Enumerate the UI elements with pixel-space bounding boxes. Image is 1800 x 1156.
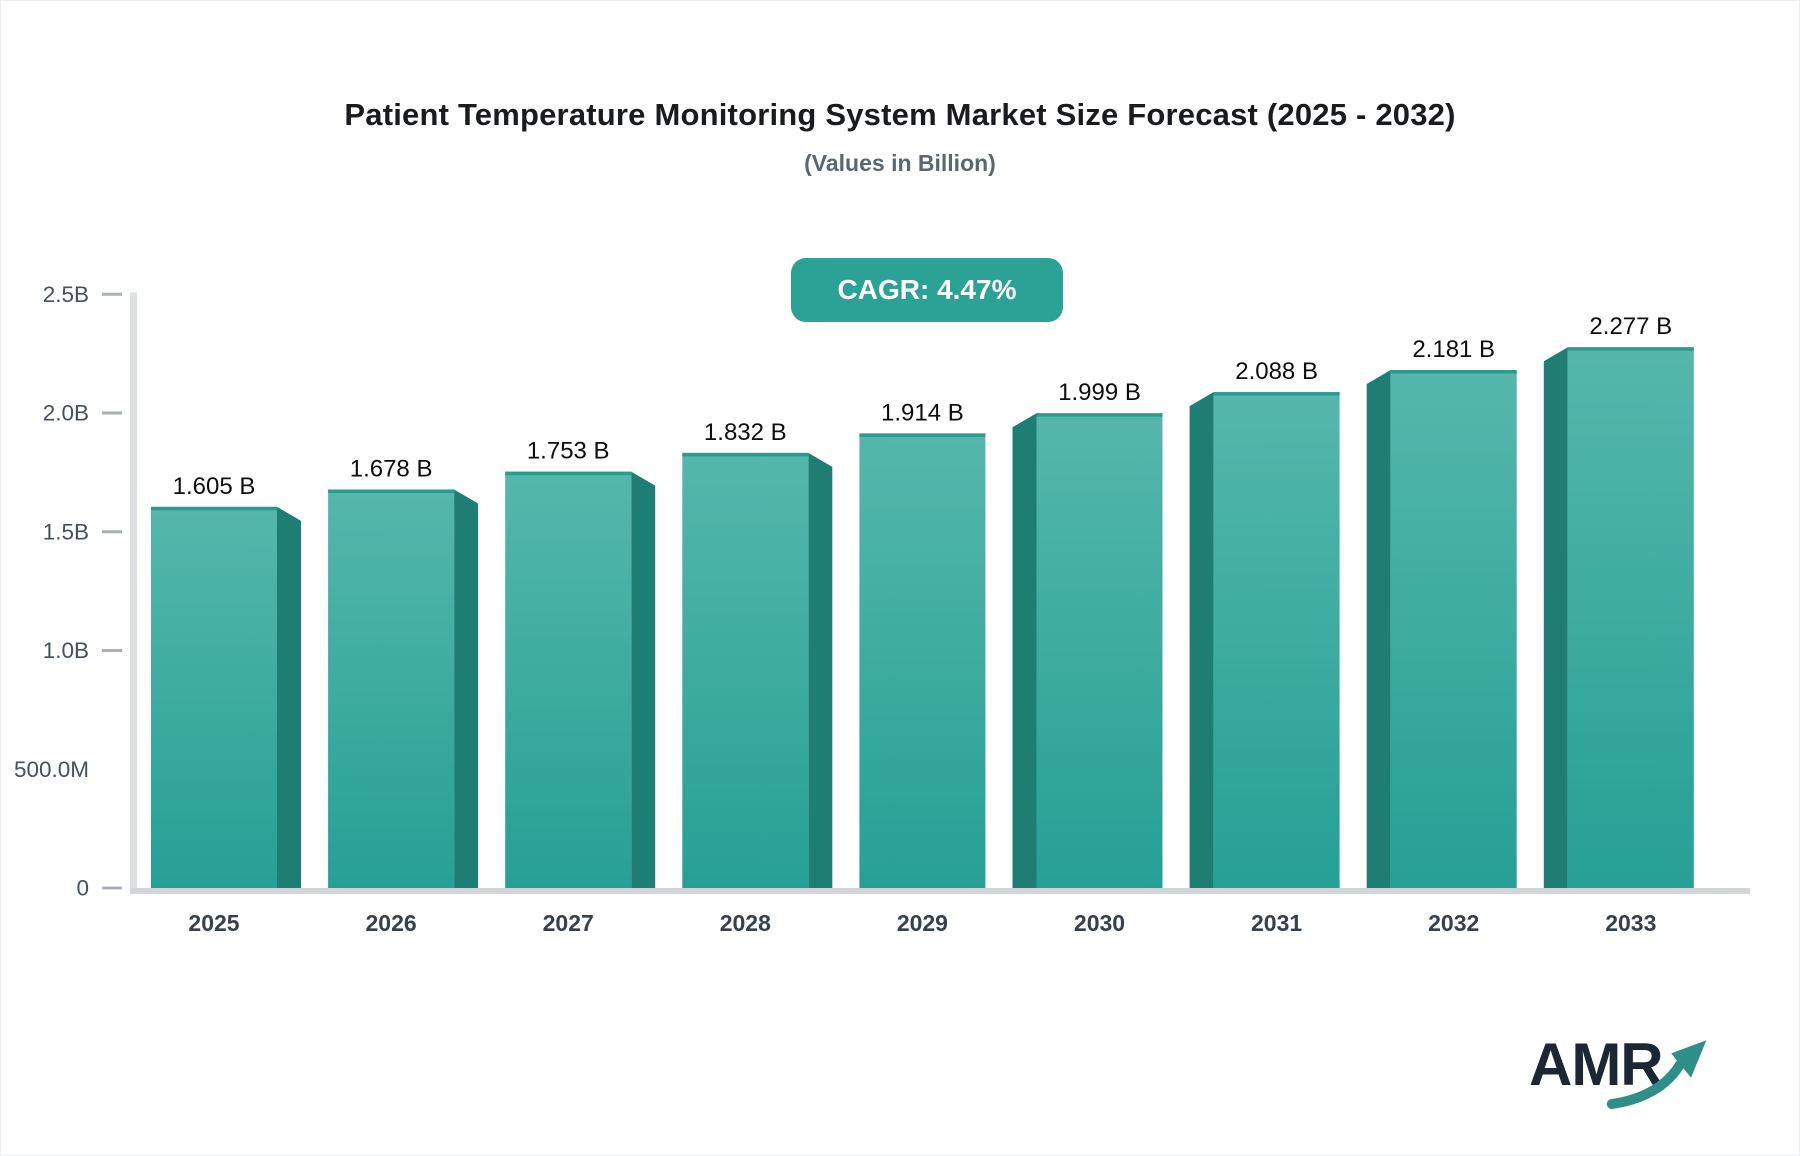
bar-top-edge (682, 452, 809, 457)
x-axis-label: 2025 (188, 910, 239, 936)
bar-top-edge (1213, 392, 1340, 396)
bar-2033[interactable] (1543, 347, 1694, 888)
amr-logo-text: AMR (1529, 1031, 1664, 1098)
bar-top-edge (1390, 370, 1517, 374)
x-axis-label: 2031 (1251, 910, 1302, 936)
y-tick-dash (102, 530, 122, 534)
bar-2029[interactable] (859, 433, 986, 888)
bar-front-face (1390, 370, 1517, 888)
amr-logo: AMR (1529, 1033, 1719, 1113)
bar-value-label: 1.914 B (881, 399, 964, 426)
y-tick-dash (102, 292, 122, 296)
labels-layer: 1.605 B 2025 1.678 B 2026 1.753 B 2027 1.832 B… (173, 313, 1673, 936)
axis-layer: 2.5B 2.0B 1.5B 1.0B 500.0M 0 (14, 282, 1750, 901)
bar-side-face (1366, 370, 1391, 888)
y-tick-label: 0 (76, 876, 89, 901)
y-tick-label: 500.0M (14, 757, 89, 782)
bar-2030[interactable] (1012, 413, 1163, 888)
bar-value-label: 1.753 B (527, 438, 610, 465)
bar-side-face (454, 489, 479, 888)
bar-value-label: 2.181 B (1412, 336, 1495, 363)
bar-2028[interactable] (682, 452, 833, 888)
growth-arrow-icon (1606, 1040, 1707, 1109)
bar-top-edge (328, 489, 455, 493)
bar-value-label: 1.999 B (1058, 379, 1141, 406)
bar-side-face (1012, 413, 1037, 888)
bar-side-face (808, 452, 833, 888)
bar-value-label: 1.832 B (704, 419, 787, 446)
bar-front-face (151, 506, 277, 888)
x-axis-label: 2030 (1074, 910, 1125, 936)
y-tick-dash (102, 649, 122, 652)
x-axis-label: 2027 (543, 910, 594, 936)
y-tick-label: 1.0B (43, 638, 89, 663)
y-tick-label: 2.0B (43, 401, 89, 426)
y-tick-label: 1.5B (43, 519, 89, 544)
bar-front-face (859, 433, 986, 888)
bar-top-edge (151, 506, 277, 511)
x-axis-label: 2026 (366, 910, 417, 936)
bar-top-edge (859, 433, 986, 437)
y-tick-dash (102, 411, 122, 415)
chart-title: Patient Temperature Monitoring System Ma… (344, 97, 1456, 132)
bar-side-face (631, 471, 656, 888)
bar-front-face (1567, 347, 1694, 888)
bar-top-edge (1567, 347, 1694, 351)
bar-top-edge (505, 471, 632, 476)
bar-front-face (505, 471, 632, 888)
bar-front-face (1213, 392, 1340, 888)
bar-2027[interactable] (505, 471, 656, 888)
bars-layer (151, 347, 1694, 888)
bar-value-label: 2.277 B (1589, 313, 1672, 340)
bar-front-face (682, 452, 809, 888)
x-axis-label: 2028 (720, 910, 771, 936)
bar-2031[interactable] (1189, 392, 1340, 888)
bar-value-label: 2.088 B (1235, 358, 1318, 385)
bar-front-face (328, 489, 455, 888)
bar-side-face (1543, 347, 1568, 888)
x-axis-baseline (130, 888, 1750, 894)
bar-front-face (1036, 413, 1163, 888)
y-axis-line (130, 292, 137, 894)
y-tick-label: 2.5B (43, 282, 89, 307)
bar-2032[interactable] (1366, 370, 1517, 888)
x-axis-label: 2032 (1428, 910, 1479, 936)
bar-2026[interactable] (328, 489, 479, 888)
bar-value-label: 1.605 B (173, 473, 256, 500)
cagr-badge: CAGR: 4.47% (791, 258, 1063, 322)
bar-side-face (277, 506, 301, 888)
x-axis-label: 2029 (897, 910, 948, 936)
bar-2025[interactable] (151, 506, 301, 888)
bar-value-label: 1.678 B (350, 455, 433, 482)
bar-side-face (1189, 392, 1214, 888)
y-tick-dash (102, 886, 122, 890)
bar-top-edge (1036, 413, 1163, 417)
x-axis-label: 2033 (1605, 910, 1656, 936)
chart-subtitle: (Values in Billion) (804, 150, 996, 176)
